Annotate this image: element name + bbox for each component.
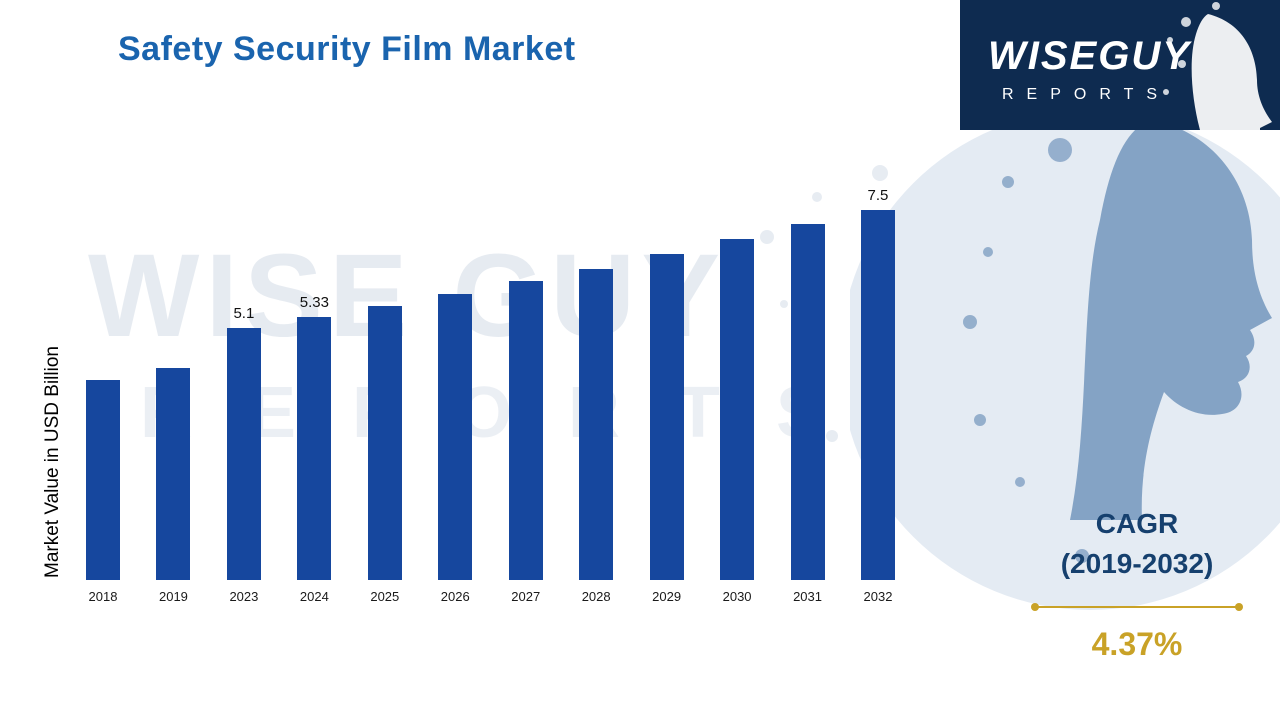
x-tick-label: 2019	[158, 589, 188, 604]
x-tick-label: 2031	[793, 589, 822, 604]
cagr-range: (2019-2032)	[1060, 548, 1214, 579]
watermark-dot	[872, 165, 888, 181]
bar-chart: 5.1 5.33 7.5	[68, 185, 913, 580]
bar-column	[138, 185, 208, 580]
brand-subname: REPORTS	[1002, 86, 1171, 103]
watermark-dot	[826, 430, 838, 442]
bar	[649, 254, 684, 580]
bar-column: 5.1	[209, 185, 279, 580]
brand-name: WISEGUY	[988, 34, 1191, 78]
bar-column: 7.5	[843, 185, 913, 580]
cagr-label: CAGR	[1095, 508, 1179, 539]
page-title: Safety Security Film Market	[118, 30, 576, 68]
bar	[790, 224, 825, 580]
bar	[438, 294, 473, 580]
logo-face-icon	[1163, 2, 1272, 130]
y-axis-label: Market Value in USD Billion	[42, 346, 63, 578]
cagr-value: 4.37%	[1091, 626, 1183, 662]
bar-value-label: 5.33	[299, 294, 329, 311]
x-tick-label: 2024	[299, 589, 329, 604]
x-tick-label: 2023	[229, 589, 259, 604]
x-tick-label: 2025	[370, 589, 400, 604]
watermark-dot	[780, 300, 788, 308]
cagr-block: CAGR (2019-2032) 4.37%	[1002, 508, 1272, 663]
bar-value-label: 7.5	[867, 187, 889, 204]
bar	[367, 306, 402, 580]
bar	[226, 328, 261, 580]
watermark-dot	[812, 192, 822, 202]
bar-column	[350, 185, 420, 580]
bar-column	[420, 185, 490, 580]
watermark-dot	[760, 230, 774, 244]
x-tick-label: 2026	[440, 589, 470, 604]
x-tick-label: 2018	[88, 589, 118, 604]
bar-column	[702, 185, 772, 580]
bar	[297, 317, 332, 580]
cagr-divider-line	[1031, 603, 1243, 611]
bar	[579, 269, 614, 580]
bar-column	[632, 185, 702, 580]
bar-column	[491, 185, 561, 580]
x-tick-label: 2028	[581, 589, 611, 604]
x-axis-tick-row: 2018 2019 2023 2024 2025 2026 2027 2028 2029 2030…	[68, 589, 913, 604]
bar-column	[773, 185, 843, 580]
watermark-text-1: WISE GUY	[88, 230, 727, 362]
x-tick-label: 2029	[652, 589, 682, 604]
face-profile-silhouette	[1070, 120, 1272, 520]
face-profile-graphic	[850, 90, 1280, 610]
bar-column	[561, 185, 631, 580]
x-tick-label: 2032	[863, 589, 893, 604]
brand-logo-block: WISEGUY REPORTS	[960, 0, 1280, 130]
bar	[86, 380, 120, 580]
bar-column	[68, 185, 138, 580]
x-tick-label: 2030	[722, 589, 752, 604]
bar-column: 5.33	[279, 185, 349, 580]
bar	[860, 210, 895, 580]
bar-value-label: 5.1	[233, 305, 255, 322]
bar	[508, 281, 543, 580]
x-tick-label: 2027	[511, 589, 541, 604]
bar	[720, 239, 755, 580]
bar	[156, 368, 191, 580]
